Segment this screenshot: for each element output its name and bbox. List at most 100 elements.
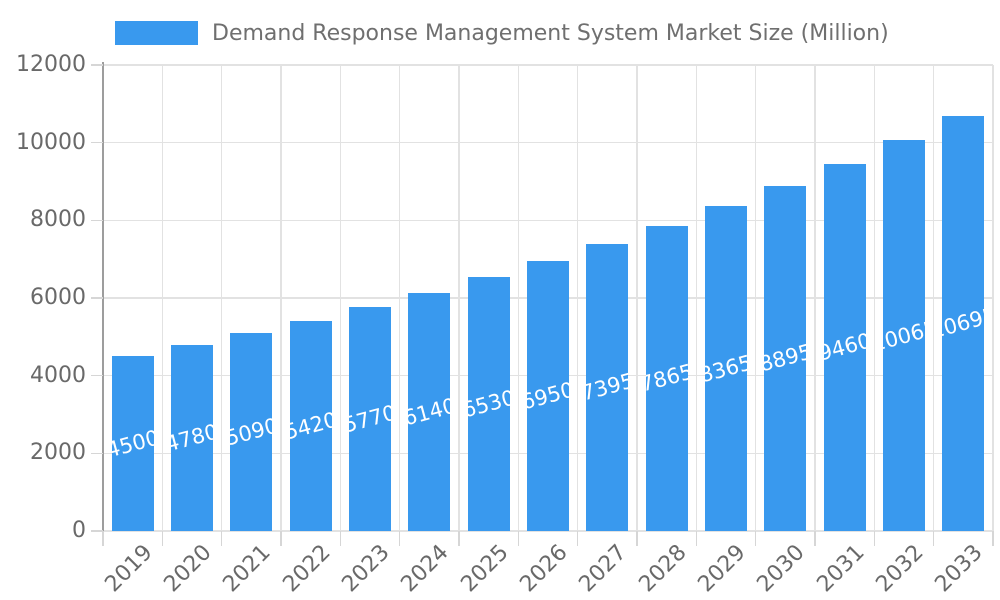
bar-2028[interactable]: 7865 (645, 225, 688, 531)
x-tick-label: 2029 (693, 540, 751, 598)
x-tick-label: 2031 (812, 540, 870, 598)
x-tick-label: 2028 (634, 540, 692, 598)
gridline-vertical (873, 65, 876, 531)
bar-2026[interactable]: 6950 (527, 261, 569, 531)
gridline-vertical (398, 65, 401, 531)
x-tick-label: 2027 (574, 540, 633, 598)
x-tick-label: 2030 (752, 540, 811, 598)
gridline-vertical (576, 65, 579, 531)
bar-2027[interactable]: 7395 (586, 243, 629, 531)
bar-2032[interactable]: 10065 (883, 140, 925, 531)
x-tick-label: 2020 (159, 540, 217, 598)
legend[interactable]: Demand Response Management System Market… (115, 18, 889, 48)
bar-2025[interactable]: 6530 (467, 277, 510, 531)
bar-value-label: 5770 (349, 400, 391, 438)
bar-value-label: 8895 (764, 339, 807, 377)
gridline-vertical (339, 65, 342, 531)
gridline-horizontal (103, 141, 993, 144)
x-tick-mark (814, 531, 816, 546)
x-tick-mark (576, 531, 579, 546)
bar-2021[interactable]: 5090 (230, 333, 273, 531)
bar-value-label: 4500 (111, 425, 154, 463)
x-tick-mark (517, 531, 520, 546)
x-tick-mark (339, 531, 342, 546)
y-tick-label: 0 (72, 518, 86, 543)
y-tick-mark (91, 219, 103, 222)
y-tick-label: 2000 (30, 440, 86, 466)
gridline-vertical (280, 65, 282, 531)
y-tick-label: 6000 (30, 285, 86, 310)
bar-value-label: 8365 (705, 350, 747, 388)
x-tick-mark (102, 531, 104, 546)
y-tick-mark (91, 297, 103, 299)
gridline-vertical (517, 65, 520, 531)
bar-value-label: 6950 (527, 377, 569, 415)
bar-value-label: 6530 (467, 385, 510, 423)
x-tick-mark (873, 531, 876, 546)
bar-2020[interactable]: 4780 (171, 345, 213, 531)
gridline-vertical (932, 65, 935, 531)
x-tick-mark (280, 531, 282, 546)
gridline-vertical (161, 65, 164, 531)
y-tick-mark (91, 64, 103, 66)
gridline-vertical (814, 65, 816, 531)
bar-value-label: 7395 (586, 368, 629, 406)
gridline-vertical (458, 65, 460, 531)
x-tick-mark (695, 531, 698, 546)
x-tick-label: 2033 (930, 540, 989, 598)
x-tick-label: 2026 (515, 540, 573, 598)
y-tick-mark (91, 452, 103, 455)
y-tick-mark (91, 141, 103, 144)
x-tick-label: 2032 (871, 540, 929, 598)
gridline-horizontal (103, 530, 993, 532)
gridline-horizontal (103, 64, 993, 66)
gridline-vertical (636, 65, 638, 531)
y-tick-label: 8000 (30, 207, 86, 233)
plot-area: 4500 4780 5090 5420 5770 6140 6530 6950 7395 7865… (102, 64, 994, 532)
legend-swatch-icon[interactable] (115, 21, 198, 45)
y-tick-mark (91, 374, 103, 377)
gridline-vertical (992, 65, 994, 531)
x-tick-mark (636, 531, 638, 546)
bar-2029[interactable]: 8365 (705, 206, 747, 531)
bar-2030[interactable]: 8895 (764, 185, 807, 531)
y-tick-mark (91, 530, 103, 532)
x-tick-mark (161, 531, 164, 546)
gridline-horizontal (103, 219, 993, 222)
x-tick-mark (398, 531, 401, 546)
x-tick-mark (932, 531, 935, 546)
legend-label: Demand Response Management System Market… (212, 20, 889, 46)
bar-2024[interactable]: 6140 (408, 292, 451, 531)
gridline-vertical (754, 65, 757, 531)
bar-2033[interactable]: 10695 (942, 115, 985, 531)
gridline-vertical (695, 65, 698, 531)
bar-2031[interactable]: 9460 (823, 163, 866, 531)
y-tick-label: 4000 (30, 362, 86, 388)
bar-value-label: 4780 (171, 419, 213, 457)
bar-2023[interactable]: 5770 (349, 306, 391, 531)
x-tick-mark (992, 531, 994, 546)
gridline-vertical (220, 65, 223, 531)
bar-value-label: 10695 (942, 303, 985, 344)
x-tick-label: 2021 (218, 540, 277, 598)
x-tick-label: 2024 (396, 540, 455, 598)
bar-value-label: 6140 (408, 393, 451, 431)
x-tick-label: 2022 (278, 540, 336, 598)
x-tick-label: 2025 (456, 540, 514, 598)
y-tick-label: 12000 (16, 52, 86, 77)
bar-value-label: 7865 (645, 359, 688, 397)
x-tick-mark (458, 531, 460, 546)
y-tick-label: 10000 (16, 129, 86, 155)
y-axis-line (101, 62, 104, 546)
bar-value-label: 5420 (289, 407, 332, 445)
bar-2022[interactable]: 5420 (289, 320, 332, 531)
x-tick-mark (220, 531, 223, 546)
bar-2019[interactable]: 4500 (111, 356, 154, 531)
x-tick-mark (754, 531, 757, 546)
bar-value-label: 10065 (883, 315, 925, 356)
x-tick-label: 2023 (337, 540, 395, 598)
x-tick-label: 2019 (100, 540, 158, 598)
bar-value-label: 9460 (823, 328, 866, 366)
bar-value-label: 5090 (230, 413, 273, 451)
